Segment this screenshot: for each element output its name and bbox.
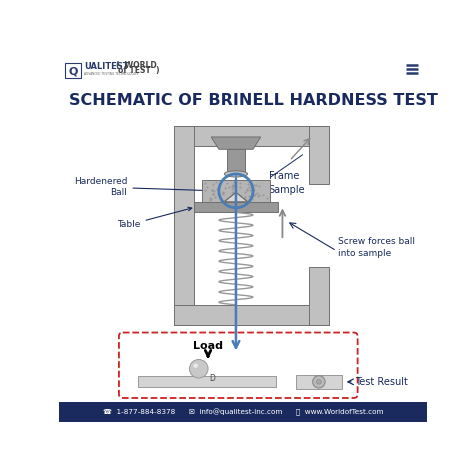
Text: D: D <box>210 374 216 383</box>
Text: SCHEMATIC OF BRINELL HARDNESS TEST: SCHEMATIC OF BRINELL HARDNESS TEST <box>69 93 438 108</box>
Text: Hardenered
Ball: Hardenered Ball <box>74 177 213 197</box>
Text: Q: Q <box>69 66 78 76</box>
Bar <box>227 149 245 174</box>
Circle shape <box>313 376 325 388</box>
Bar <box>309 126 329 184</box>
Text: Frame: Frame <box>268 171 299 181</box>
Text: Test Result: Test Result <box>356 377 408 387</box>
Polygon shape <box>211 137 261 149</box>
Text: of TEST  ): of TEST ) <box>118 66 160 75</box>
Bar <box>202 180 270 201</box>
FancyBboxPatch shape <box>119 333 357 398</box>
Bar <box>194 201 278 212</box>
Bar <box>309 267 329 325</box>
Text: Sample: Sample <box>268 185 305 195</box>
Bar <box>59 402 427 422</box>
Text: ADVANCED TESTING TECHNOLOGIES: ADVANCED TESTING TECHNOLOGIES <box>84 72 138 76</box>
Circle shape <box>193 364 198 368</box>
Bar <box>174 126 329 146</box>
FancyBboxPatch shape <box>65 63 81 78</box>
Ellipse shape <box>224 171 247 177</box>
Text: (  WORLD: ( WORLD <box>116 61 156 70</box>
Bar <box>174 126 194 325</box>
FancyBboxPatch shape <box>296 375 342 389</box>
Text: Load: Load <box>193 341 223 351</box>
Bar <box>174 305 329 325</box>
FancyBboxPatch shape <box>138 376 276 387</box>
Text: UALITEST: UALITEST <box>84 63 128 72</box>
Circle shape <box>190 359 208 378</box>
Text: ☎  1-877-884-8378      ✉  info@qualitest-inc.com      ⌖  www.WorldofTest.com: ☎ 1-877-884-8378 ✉ info@qualitest-inc.co… <box>103 408 383 416</box>
Circle shape <box>317 380 321 384</box>
Text: Screw forces ball
into sample: Screw forces ball into sample <box>338 237 415 258</box>
Polygon shape <box>224 192 247 201</box>
Text: Table: Table <box>117 207 192 229</box>
